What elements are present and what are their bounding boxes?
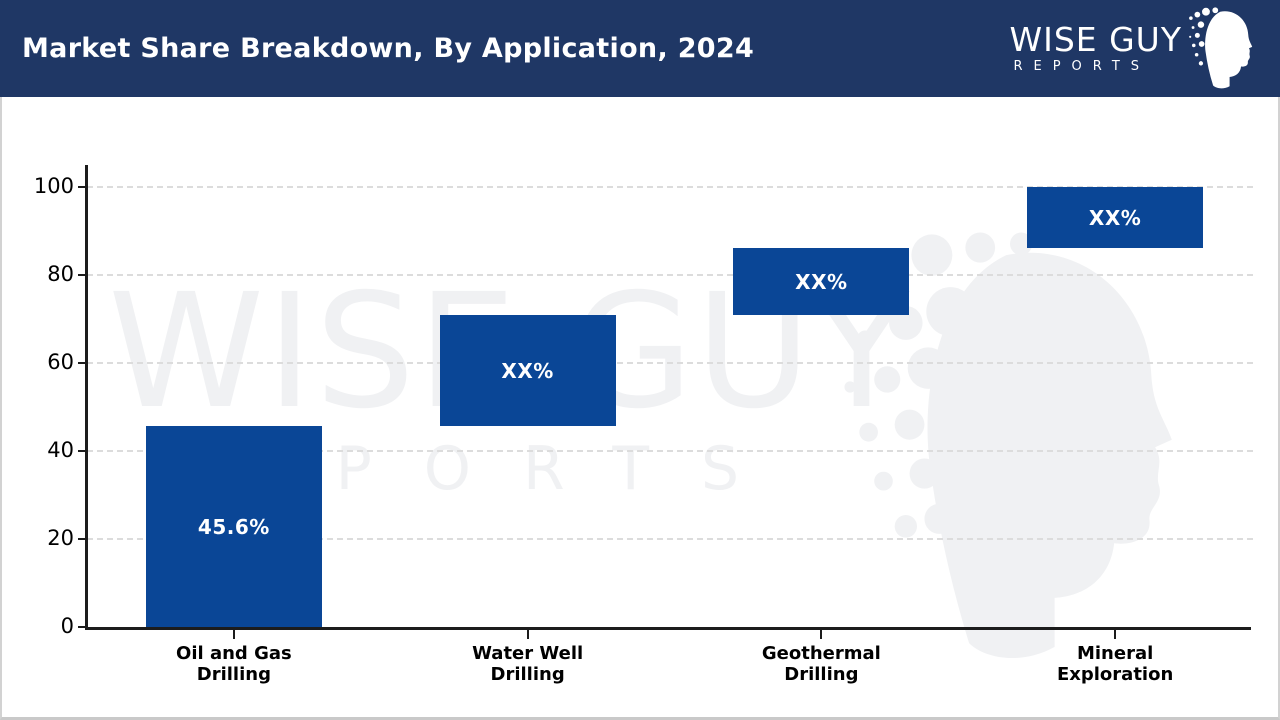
bar-value-label: XX% (501, 358, 554, 383)
y-tick-mark (78, 450, 86, 452)
y-gridline (87, 450, 1253, 452)
y-tick-label: 80 (47, 262, 74, 287)
x-category-label-line: Water Well (472, 643, 584, 664)
y-gridline (87, 274, 1253, 276)
y-gridline (87, 186, 1253, 188)
y-tick-mark (78, 186, 86, 188)
chart-area: WISE GUY REPORTS 0 20 40 60 80 100 45.6% Oil an… (0, 97, 1280, 720)
x-category-label-line: Drilling (196, 664, 271, 685)
y-gridline (87, 362, 1253, 364)
x-category-label: Mineral Exploration (1000, 643, 1230, 685)
bar-mineral-exploration: XX% (1027, 187, 1204, 249)
x-tick-mark (232, 630, 235, 639)
y-tick-mark (78, 626, 86, 628)
header-bar: Market Share Breakdown, By Application, … (0, 0, 1280, 97)
logo-subtitle: REPORTS (1013, 59, 1151, 74)
x-category-label: Oil and Gas Drilling (119, 643, 349, 685)
x-category-label-line: Oil and Gas (176, 643, 292, 664)
y-tick-label: 40 (47, 438, 74, 463)
bar-geothermal-drilling: XX% (733, 248, 910, 316)
x-category-label: Geothermal Drilling (706, 643, 936, 685)
x-tick-mark (1114, 630, 1117, 639)
wiseguy-logo: WISE GUY REPORTS (1009, 0, 1258, 97)
x-category-label-line: Geothermal (761, 643, 881, 664)
x-category-label-line: Mineral (1076, 643, 1154, 664)
bar-value-label: 45.6% (197, 514, 270, 539)
y-tick-mark (78, 538, 86, 540)
x-tick-mark (820, 630, 823, 639)
y-tick-mark (78, 362, 86, 364)
x-category-label-line: Drilling (490, 664, 565, 685)
x-tick-mark (526, 630, 529, 639)
watermark-face (844, 232, 1172, 659)
page-title: Market Share Breakdown, By Application, … (22, 33, 755, 64)
bar-value-label: XX% (795, 269, 848, 294)
bar-value-label: XX% (1088, 205, 1142, 230)
x-category-label-line: Drilling (784, 664, 859, 685)
bar-water-well-drilling: XX% (439, 315, 616, 427)
y-tick-mark (78, 274, 86, 276)
logo-text: WISE GUY REPORTS (1009, 23, 1182, 74)
logo-face-icon (1189, 6, 1253, 88)
bar-oil-and-gas-drilling: 45.6% (145, 426, 322, 627)
x-axis-line (85, 627, 1251, 630)
y-tick-label: 0 (60, 614, 74, 639)
y-tick-label: 100 (33, 174, 74, 199)
y-tick-label: 20 (47, 526, 74, 551)
y-gridline (87, 538, 1253, 540)
x-category-label: Water Well Drilling (413, 643, 643, 685)
logo-name: WISE GUY (1009, 20, 1182, 59)
x-category-label-line: Exploration (1056, 664, 1174, 685)
y-tick-label: 60 (47, 350, 74, 375)
y-axis-line (85, 165, 88, 630)
